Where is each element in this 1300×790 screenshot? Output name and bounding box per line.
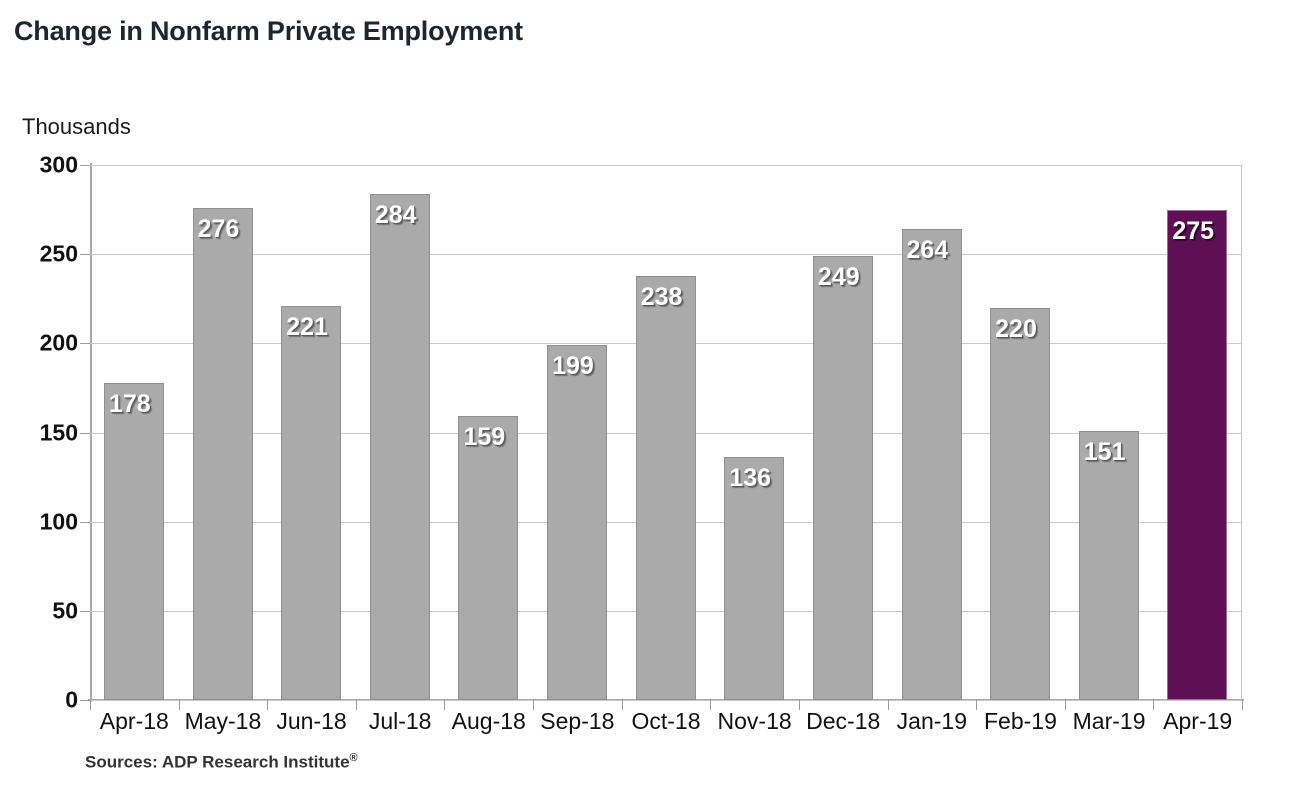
bar-slot: 249 (799, 165, 888, 700)
bar-value-label: 264 (906, 236, 949, 265)
y-axis-tick-labels: 0 50 100 150 200 250 300 (0, 0, 78, 790)
x-axis-tick-label: Nov-18 (717, 708, 792, 734)
bar-value-label: 199 (552, 352, 594, 381)
bar-slot: 284 (356, 165, 445, 700)
bar-slot: 220 (976, 165, 1065, 700)
bar-slot: 276 (179, 165, 268, 700)
y-axis-tick (80, 522, 90, 523)
y-axis-tick (80, 165, 90, 166)
bar-slot: 159 (444, 165, 533, 700)
bar[interactable]: 284 (369, 193, 430, 700)
x-axis-tick-label: Dec-18 (806, 708, 881, 734)
bar[interactable]: 220 (990, 307, 1051, 700)
x-axis-tick (355, 700, 357, 710)
bar[interactable]: 264 (901, 229, 962, 700)
y-axis-tick (80, 611, 90, 612)
bar-value-label: 238 (640, 282, 683, 311)
x-axis-tick (798, 700, 800, 710)
bar[interactable]: 221 (281, 305, 342, 700)
bar[interactable]: 151 (1078, 430, 1139, 700)
bar-value-label: 136 (729, 464, 772, 493)
gridline (90, 700, 1242, 701)
x-axis-tick (267, 700, 269, 710)
x-axis-tick (533, 700, 535, 710)
x-axis-tick (1064, 700, 1066, 710)
x-axis-tick-labels: Apr-18 May-18 Jun-18 Jul-18 Aug-18 Sep-18 Oct-… (90, 708, 1242, 744)
bar[interactable]: 276 (192, 207, 253, 700)
bar-slot: 275 (1153, 165, 1242, 700)
bar[interactable]: 249 (812, 255, 873, 700)
y-axis-tick (80, 433, 90, 434)
bar-value-label: 151 (1083, 437, 1126, 466)
bar-value-label: 276 (197, 214, 240, 243)
x-axis-tick-label: May-18 (184, 708, 262, 734)
x-axis-tick (1153, 700, 1155, 710)
plot-area (90, 165, 1242, 700)
y-axis-tick-label: 250 (39, 240, 78, 267)
bar[interactable]: 238 (635, 275, 696, 700)
bar[interactable]: 178 (104, 382, 164, 700)
x-axis-tick (90, 700, 91, 710)
bar-value-label: 249 (817, 262, 860, 291)
x-axis-tick (887, 700, 889, 710)
x-axis-tick-label: Jul-18 (368, 708, 432, 734)
x-axis-tick (444, 700, 446, 710)
bar[interactable]: 199 (547, 345, 608, 700)
y-axis-line (90, 163, 92, 702)
x-axis-tick (710, 700, 712, 710)
x-axis-ticks (90, 700, 1243, 712)
bar-value-label: 221 (286, 312, 328, 341)
bar-value-label: 284 (374, 200, 417, 229)
source-note: Sources: ADP Research Institute® (85, 752, 358, 773)
x-axis-tick (621, 700, 623, 710)
y-axis-title: Thousands (22, 114, 131, 139)
bar-slot: 264 (888, 165, 977, 700)
bar[interactable]: 159 (458, 416, 519, 700)
registered-trademark-icon: ® (349, 752, 358, 764)
source-note-text: Sources: ADP Research Institute (85, 752, 350, 772)
bar-slot: 136 (710, 165, 799, 700)
bar-series: 178 276 221 284 159 199 238 136 249 264 220 151 275 (90, 165, 1242, 700)
bar-value-label: 178 (109, 389, 151, 418)
x-axis-tick-label: Jun-18 (276, 708, 347, 734)
y-axis-tick (80, 700, 90, 701)
y-axis-tick-label: 100 (39, 508, 78, 535)
y-axis-tick-label: 50 (52, 597, 78, 624)
x-axis-tick (178, 700, 180, 710)
y-axis-tick (80, 343, 90, 344)
x-axis-tick (976, 700, 978, 710)
gridline (90, 165, 1242, 166)
y-axis-tick (80, 254, 90, 255)
x-axis-tick-label: Jan-19 (896, 708, 967, 734)
y-axis-tick-label: 150 (39, 419, 78, 446)
y-axis-tick-label: 200 (39, 329, 78, 356)
bar-value-label: 275 (1172, 216, 1215, 245)
y-axis-tick-label: 300 (39, 151, 78, 178)
bar-slot: 178 (90, 165, 179, 700)
gridline (90, 254, 1242, 255)
x-axis-tick-label: Mar-19 (1072, 708, 1146, 734)
x-axis-tick-label: Aug-18 (451, 708, 526, 734)
x-axis-tick-label: Apr-18 (99, 708, 169, 734)
bar[interactable]: 136 (724, 457, 785, 700)
chart-title: Change in Nonfarm Private Employment (14, 16, 523, 46)
bar-slot: 238 (622, 165, 711, 700)
bar-value-label: 159 (463, 423, 506, 452)
x-axis-tick-label: Sep-18 (540, 708, 615, 734)
bar-slot: 151 (1065, 165, 1154, 700)
bar-slot: 199 (533, 165, 622, 700)
y-axis-tick-label: 0 (65, 686, 78, 713)
x-axis-tick-label: Feb-19 (984, 708, 1057, 734)
bar-value-label: 220 (995, 314, 1037, 343)
x-axis-tick-label: Apr-19 (1163, 708, 1233, 734)
x-axis-tick (1242, 700, 1243, 710)
bar-slot: 221 (267, 165, 356, 700)
bar[interactable]: 275 (1167, 209, 1228, 700)
x-axis-tick-label: Oct-18 (631, 708, 701, 734)
